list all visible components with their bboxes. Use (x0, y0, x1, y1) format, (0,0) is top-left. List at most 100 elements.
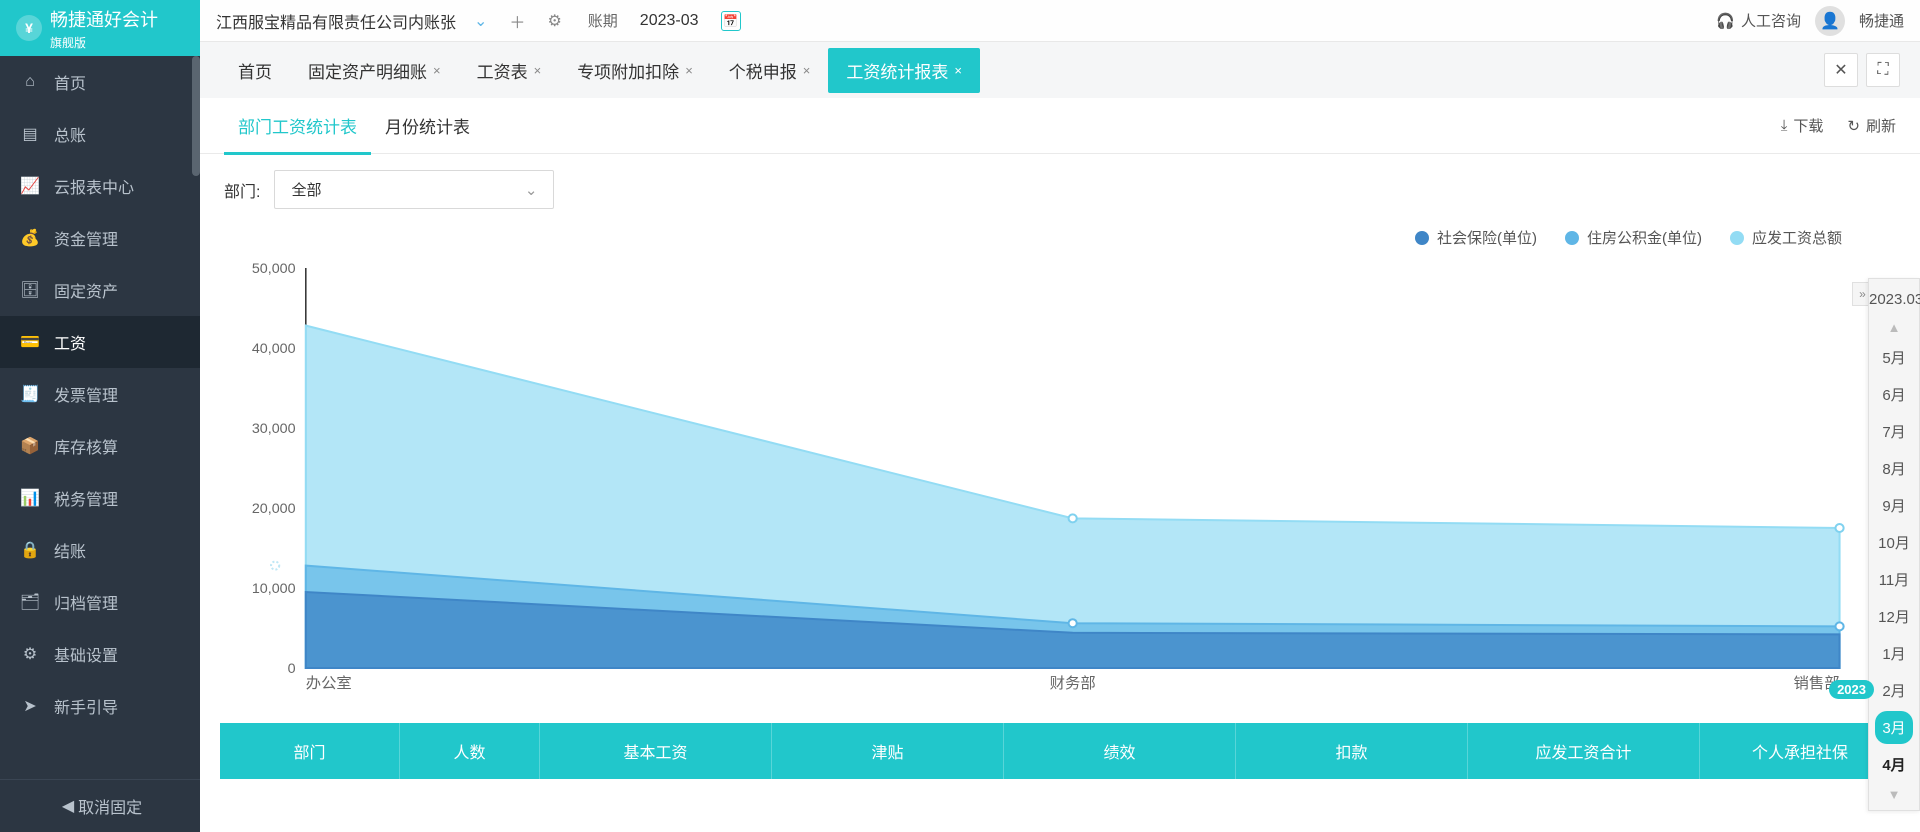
close-icon[interactable]: × (685, 63, 693, 78)
sidebar-item-4[interactable]: 🗄 固定资产 (0, 264, 200, 316)
sidebar-item-label: 首页 (54, 70, 86, 94)
sidebar-item-0[interactable]: ⌂ 首页 (0, 56, 200, 108)
company-dropdown-icon[interactable]: ⌄ (470, 11, 491, 31)
tab-1[interactable]: 固定资产明细账× (290, 48, 459, 93)
tab-label: 首页 (238, 58, 272, 83)
sidebar-item-label: 固定资产 (54, 278, 118, 302)
table-col-1: 人数 (400, 723, 540, 779)
month-item-6[interactable]: 11月 (1869, 561, 1919, 598)
sidebar-item-label: 总账 (54, 122, 86, 146)
month-item-4[interactable]: 9月 (1869, 487, 1919, 524)
tab-5[interactable]: 工资统计报表× (828, 48, 980, 93)
user-name[interactable]: 畅捷通 (1859, 10, 1904, 31)
calendar-icon[interactable]: 📅 (721, 11, 741, 31)
month-item-9[interactable]: 2月 (1869, 672, 1919, 709)
tab-3[interactable]: 专项附加扣除 × (559, 48, 711, 93)
help-link[interactable]: 🎧 人工咨询 (1716, 10, 1801, 31)
ledger-icon: ▤ (20, 124, 40, 144)
tab-0[interactable]: 首页 (220, 48, 290, 93)
sidebar-item-2[interactable]: 📈云报表中心 (0, 160, 200, 212)
table-col-2: 基本工资 (540, 723, 772, 779)
tax-icon: 📊 (20, 488, 40, 508)
month-item-8[interactable]: 1月 (1869, 635, 1919, 672)
unpin-icon: ◀ (62, 796, 74, 816)
month-item-1[interactable]: 6月 (1869, 376, 1919, 413)
sidebar-item-9[interactable]: 🔒结账 (0, 524, 200, 576)
table-col-0: 部门 (220, 723, 400, 779)
sidebar-item-3[interactable]: 💰资金管理 (0, 212, 200, 264)
legend-label: 社会保险(单位) (1437, 227, 1537, 248)
month-panel-down-icon[interactable]: ▼ (1869, 783, 1919, 806)
legend-item[interactable]: 应发工资总额 (1730, 227, 1842, 248)
sidebar-item-10[interactable]: 🗂归档管理 (0, 576, 200, 628)
archive-icon: 🗂 (20, 592, 40, 612)
sidebar-item-label: 工资 (54, 330, 86, 354)
salary-area-chart: 010,00020,00030,00040,00050,000办公室财务部销售部 (224, 258, 1860, 698)
dept-select-value: 全部 (291, 179, 321, 200)
period-value[interactable]: 2023-03 (640, 12, 699, 30)
sidebar-item-label: 云报表中心 (54, 174, 134, 198)
refresh-label: 刷新 (1866, 115, 1896, 136)
stock-icon: 📦 (20, 436, 40, 456)
subtab-1[interactable]: 月份统计表 (371, 98, 484, 154)
sidebar-item-label: 新手引导 (54, 694, 118, 718)
sidebar-item-8[interactable]: 📊税务管理 (0, 472, 200, 524)
salary-icon: 💳 (20, 332, 40, 352)
download-button[interactable]: ⤓ 下载 (1781, 115, 1824, 136)
sidebar-item-5[interactable]: 💳 工资 (0, 316, 200, 368)
svg-text:财务部: 财务部 (1050, 675, 1096, 692)
tab-4[interactable]: 个税申报× (711, 48, 829, 93)
add-icon[interactable]: ＋ (505, 9, 529, 33)
close-tabs-button[interactable]: ✕ (1824, 53, 1858, 87)
period-label: 账期 (588, 10, 618, 31)
asset-icon: 🗄 (20, 280, 40, 300)
home-icon: ⌂ (20, 72, 40, 92)
brand-name: 畅捷通好会计 (50, 6, 158, 32)
close-icon[interactable]: × (954, 63, 962, 78)
svg-text:20,000: 20,000 (252, 500, 296, 516)
topbar: 江西服宝精品有限责任公司内账张 ⌄ ＋ ⚙ 账期 2023-03 📅 🎧 人工咨… (200, 0, 1920, 42)
sidebar-scrollbar[interactable] (192, 56, 200, 176)
settings-icon[interactable]: ⚙ (543, 11, 565, 31)
refresh-button[interactable]: ↻ 刷新 (1847, 115, 1896, 136)
sidebar-item-11[interactable]: ⚙基础设置 (0, 628, 200, 680)
close-icon: 🔒 (20, 540, 40, 560)
month-item-7[interactable]: 12月 (1869, 598, 1919, 635)
month-item-3[interactable]: 8月 (1869, 450, 1919, 487)
subtab-0[interactable]: 部门工资统计表 (224, 98, 371, 154)
table-col-3: 津贴 (772, 723, 1004, 779)
svg-text:办公室: 办公室 (306, 675, 352, 692)
sidebar-item-label: 库存核算 (54, 434, 118, 458)
avatar[interactable]: 👤 (1815, 6, 1845, 36)
sidebar-item-1[interactable]: ▤ 总账 (0, 108, 200, 160)
company-select[interactable]: 江西服宝精品有限责任公司内账张 (216, 9, 456, 33)
sidebar-item-6[interactable]: 🧾发票管理 (0, 368, 200, 420)
close-icon[interactable]: × (803, 63, 811, 78)
sidebar-unpin[interactable]: ◀ 取消固定 (0, 779, 200, 832)
month-item-5[interactable]: 10月 (1869, 524, 1919, 561)
chart-legend: 社会保险(单位) 住房公积金(单位) 应发工资总额 (224, 227, 1860, 248)
dept-select[interactable]: 全部 ⌄ (274, 170, 554, 209)
month-item-11[interactable]: 4月 (1869, 746, 1919, 783)
month-panel-header: 2023.03 (1869, 283, 1919, 316)
legend-label: 住房公积金(单位) (1587, 227, 1702, 248)
sidebar: ¥ 畅捷通好会计 旗舰版 ⌂首页▤总账📈云报表中心💰资金管理🗄固定资产💳工资🧾发… (0, 0, 200, 832)
legend-item[interactable]: 住房公积金(单位) (1565, 227, 1702, 248)
month-item-0[interactable]: 5月 (1869, 339, 1919, 376)
tab-label: 专项附加扣除 (577, 58, 679, 83)
tab-2[interactable]: 工资表× (459, 48, 560, 93)
svg-text:10,000: 10,000 (252, 580, 296, 596)
fullscreen-button[interactable]: ⛶ (1866, 53, 1900, 87)
legend-item[interactable]: 社会保险(单位) (1415, 227, 1537, 248)
svg-text:50,000: 50,000 (252, 260, 296, 276)
month-item-10[interactable]: 3月 (1875, 711, 1913, 744)
close-icon[interactable]: × (534, 63, 542, 78)
sidebar-item-7[interactable]: 📦 库存核算 (0, 420, 200, 472)
close-icon[interactable]: × (433, 63, 441, 78)
sidebar-item-12[interactable]: ➤新手引导 (0, 680, 200, 732)
month-item-2[interactable]: 7月 (1869, 413, 1919, 450)
sidebar-item-label: 基础设置 (54, 642, 118, 666)
fund-icon: 💰 (20, 228, 40, 248)
chart-region: 社会保险(单位)住房公积金(单位)应发工资总额 010,00020,00030,… (200, 217, 1920, 713)
month-panel-up-icon[interactable]: ▲ (1869, 316, 1919, 339)
